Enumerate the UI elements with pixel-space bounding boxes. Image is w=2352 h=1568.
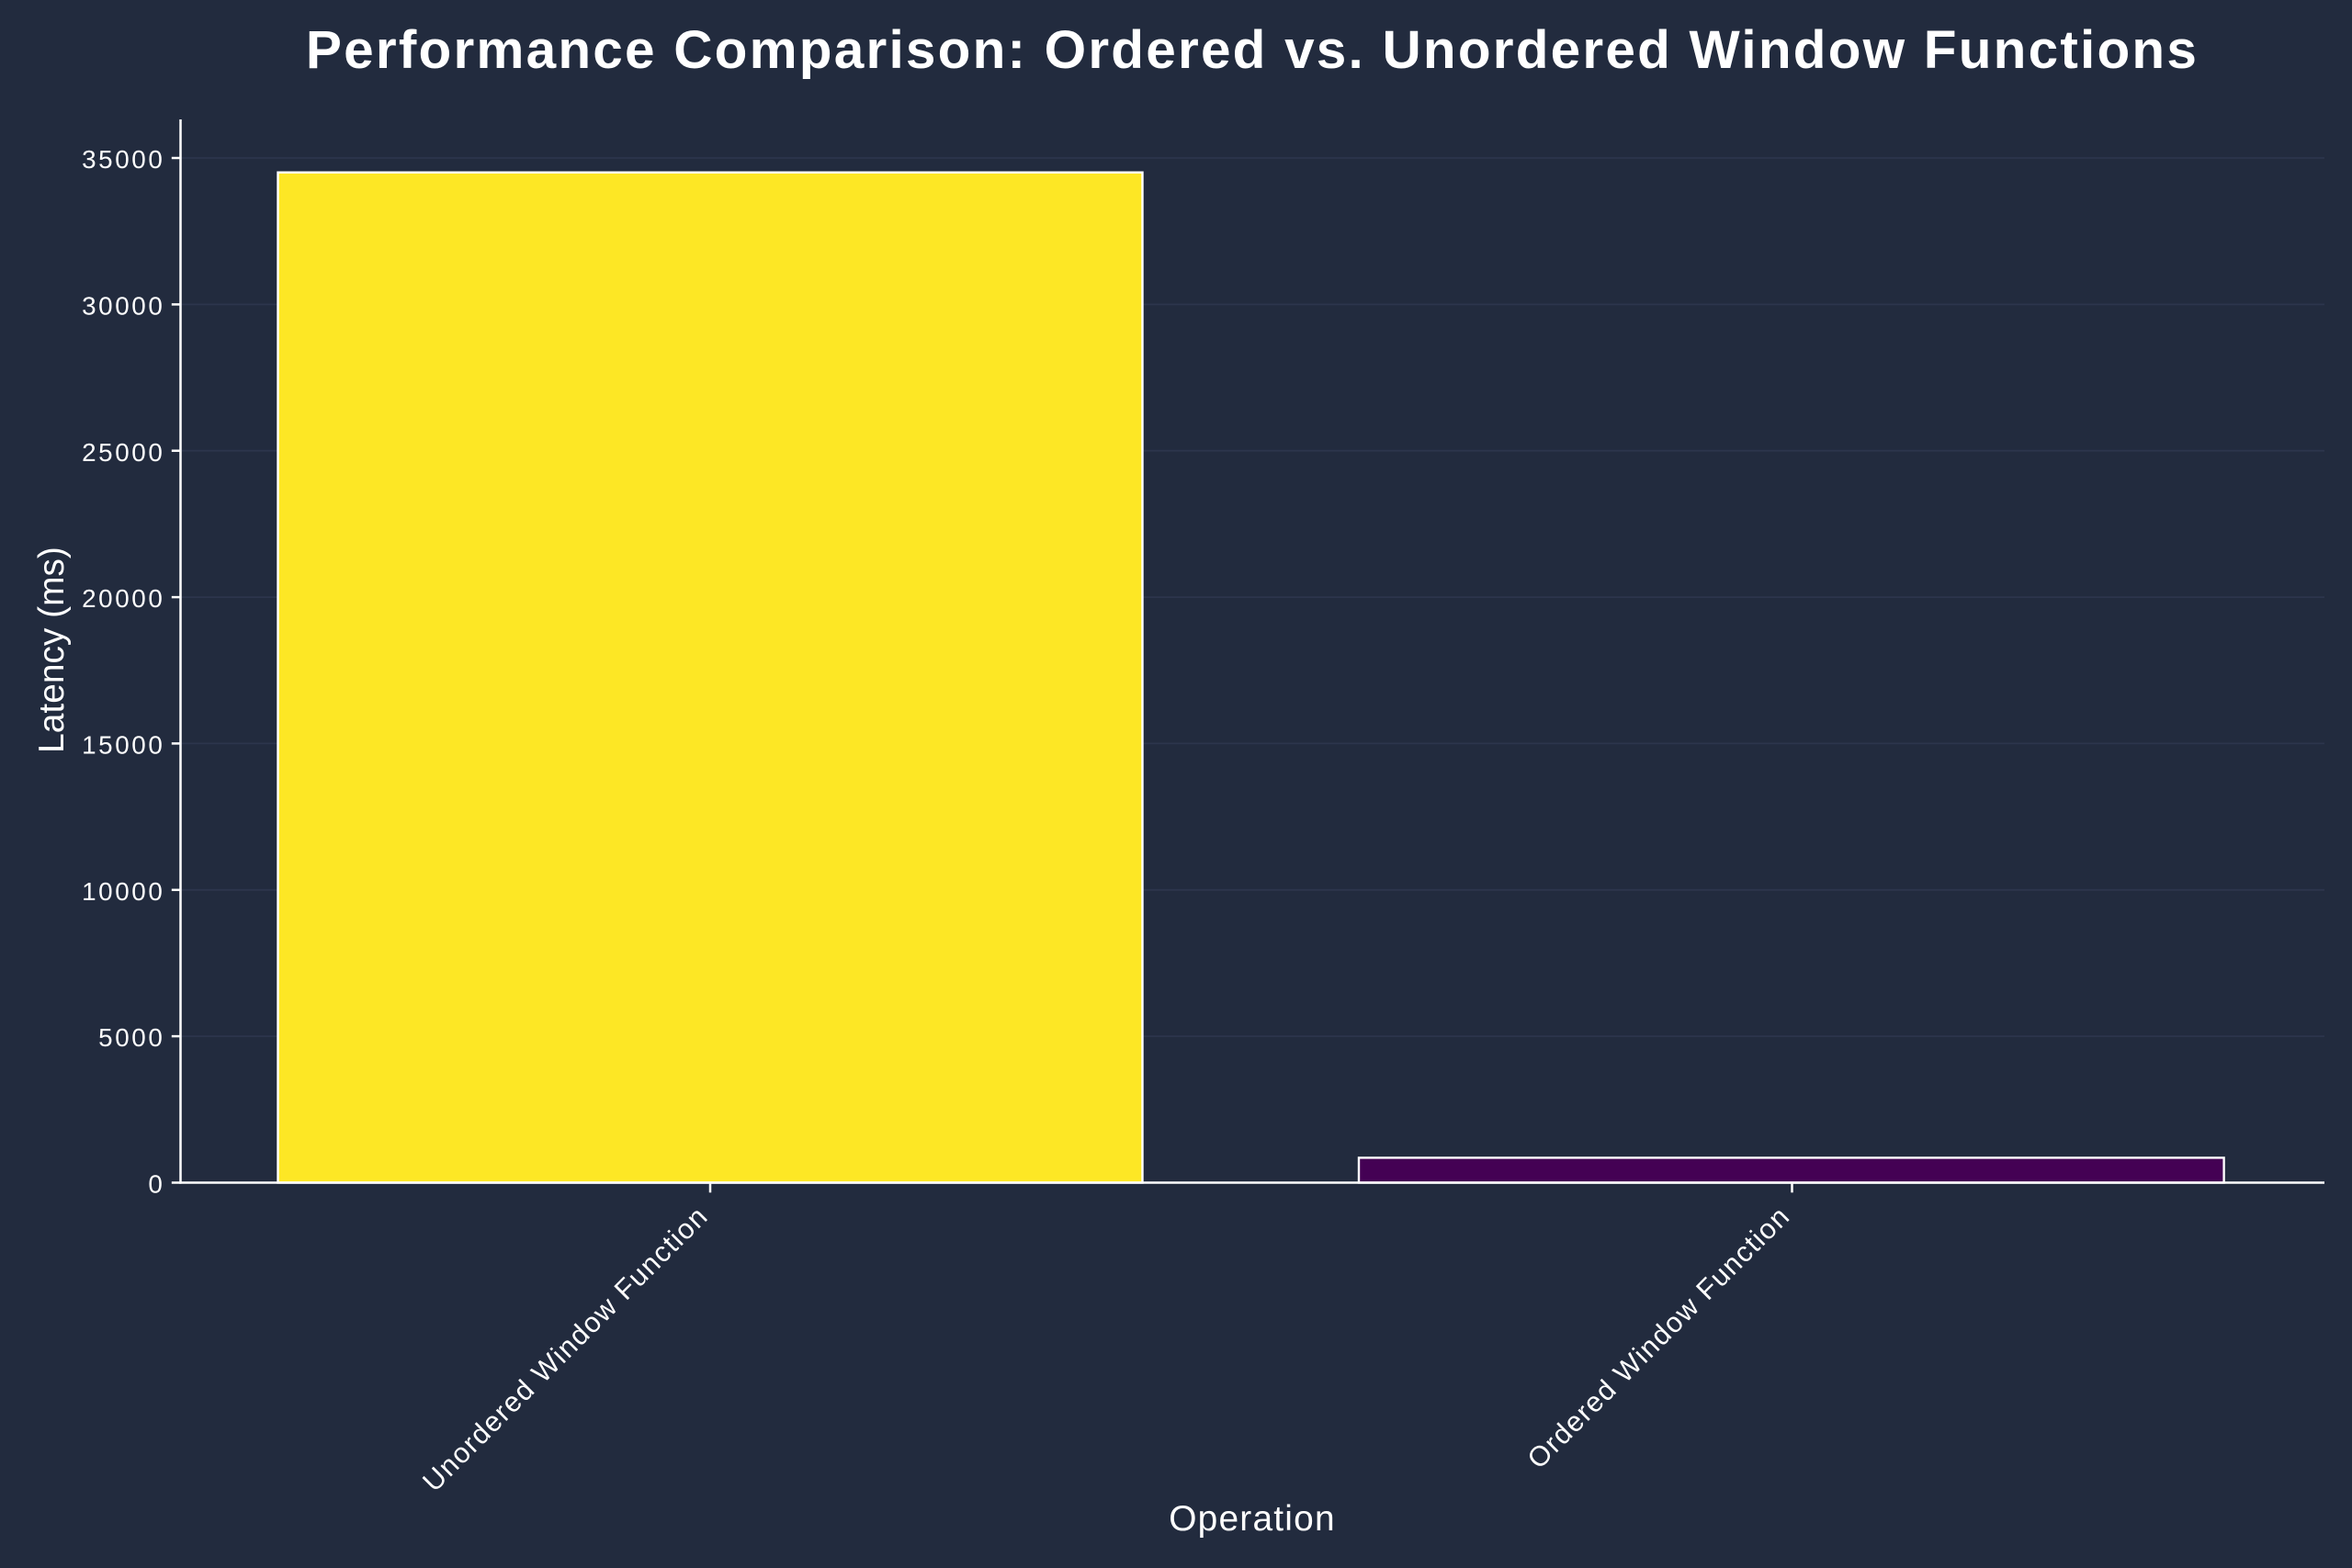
svg-text:30000: 30000 <box>82 292 164 321</box>
svg-text:Performance Comparison: Ordere: Performance Comparison: Ordered vs. Unor… <box>306 20 2199 80</box>
svg-text:35000: 35000 <box>82 145 164 174</box>
svg-text:0: 0 <box>148 1170 164 1199</box>
svg-text:5000: 5000 <box>98 1023 164 1052</box>
svg-text:Operation: Operation <box>1169 1499 1336 1539</box>
svg-text:10000: 10000 <box>82 877 164 906</box>
svg-text:15000: 15000 <box>82 731 164 760</box>
svg-text:20000: 20000 <box>82 584 164 613</box>
svg-text:25000: 25000 <box>82 438 164 467</box>
svg-text:Latency (ms): Latency (ms) <box>32 547 72 753</box>
